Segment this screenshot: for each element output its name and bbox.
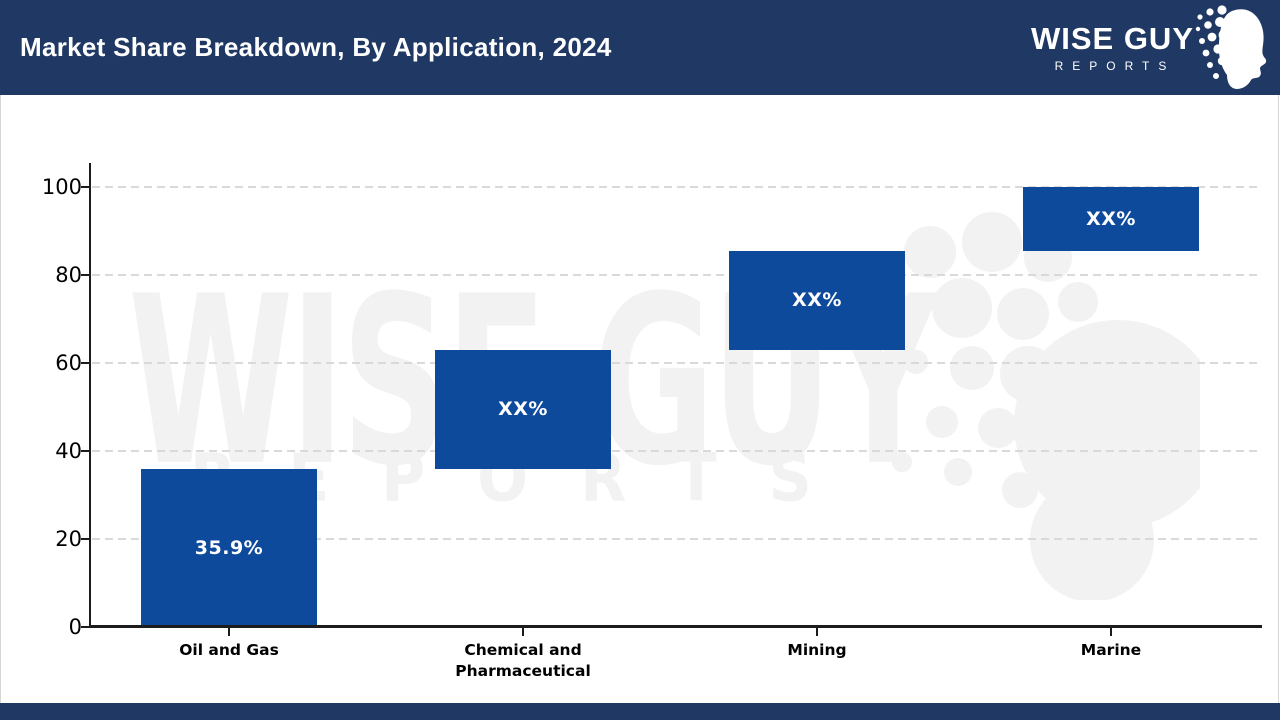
y-axis-tick-label: 0 <box>68 615 82 639</box>
wiseguy-logo: WISE GUY REPORTS <box>1031 4 1268 92</box>
gridline-80 <box>92 274 1262 276</box>
header: Market Share Breakdown, By Application, … <box>0 0 1280 95</box>
y-axis-tick-label: 80 <box>55 263 82 287</box>
logo-subtext: REPORTS <box>1054 58 1176 73</box>
category-label: Marine <box>1080 641 1142 659</box>
bar-segment: 35.9% <box>141 469 317 627</box>
bar-segment: XX% <box>435 349 611 470</box>
gridline-60 <box>92 362 1262 364</box>
y-axis-tick-mark <box>81 186 90 188</box>
right-border-line <box>1278 95 1279 703</box>
x-axis-line <box>89 625 1262 628</box>
category-label: Chemical and Pharmaceutical <box>455 641 591 680</box>
y-axis-tick-label: 40 <box>55 439 82 463</box>
bar-value-label: XX% <box>792 289 842 312</box>
bar-segment: XX% <box>729 250 905 350</box>
x-axis-tick-mark <box>228 628 230 636</box>
watermark-face-dots-icon <box>886 212 1200 600</box>
category-label: Oil and Gas <box>179 641 279 659</box>
y-axis-tick-label: 100 <box>41 175 82 199</box>
page-title: Market Share Breakdown, By Application, … <box>20 32 612 62</box>
x-axis-tick-mark <box>522 628 524 636</box>
y-axis-tick-label: 60 <box>55 351 82 375</box>
y-axis-tick-mark <box>81 626 90 628</box>
left-border-line <box>0 95 1 703</box>
gridline-20 <box>92 538 1262 540</box>
x-axis-tick-mark <box>1110 628 1112 636</box>
category-label: Mining <box>787 641 847 659</box>
gridline-100 <box>92 186 1262 188</box>
y-axis-tick-mark <box>81 274 90 276</box>
x-axis-tick-mark <box>816 628 818 636</box>
bar-value-label: XX% <box>1086 207 1136 230</box>
y-axis-tick-mark <box>81 538 90 540</box>
logo-wordmark: WISE GUY <box>1030 21 1194 57</box>
gridline-40 <box>92 450 1262 452</box>
bar-value-label: 35.9% <box>194 537 264 559</box>
y-axis-tick-mark <box>81 450 90 452</box>
logo-face-icon <box>1195 5 1267 90</box>
y-axis-tick-label: 20 <box>55 527 82 551</box>
bar-value-label: XX% <box>498 398 548 421</box>
y-axis-line <box>89 163 91 628</box>
bar-segment: XX% <box>1023 187 1199 251</box>
logo-text: WISE GUY REPORTS <box>1031 23 1194 73</box>
y-axis-tick-mark <box>81 362 90 364</box>
footer-bar <box>0 703 1280 720</box>
